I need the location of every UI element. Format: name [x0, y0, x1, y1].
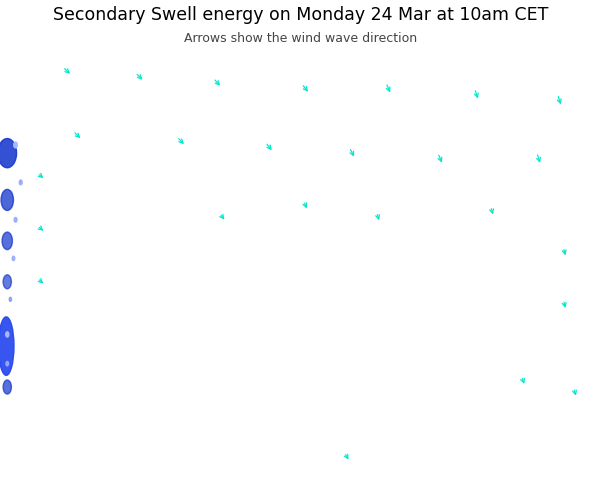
Ellipse shape: [0, 139, 17, 168]
Ellipse shape: [14, 142, 17, 148]
Ellipse shape: [19, 180, 22, 184]
Ellipse shape: [3, 380, 11, 394]
Ellipse shape: [6, 361, 8, 366]
Text: Secondary Swell energy on Monday 24 Mar at 10am CET: Secondary Swell energy on Monday 24 Mar …: [53, 7, 548, 24]
Ellipse shape: [9, 297, 11, 301]
Ellipse shape: [3, 275, 11, 289]
Ellipse shape: [12, 256, 15, 261]
Ellipse shape: [2, 232, 13, 249]
Ellipse shape: [14, 217, 17, 222]
Ellipse shape: [5, 332, 9, 337]
Ellipse shape: [1, 190, 13, 211]
Text: Arrows show the wind wave direction: Arrows show the wind wave direction: [184, 32, 417, 45]
Ellipse shape: [0, 317, 14, 375]
